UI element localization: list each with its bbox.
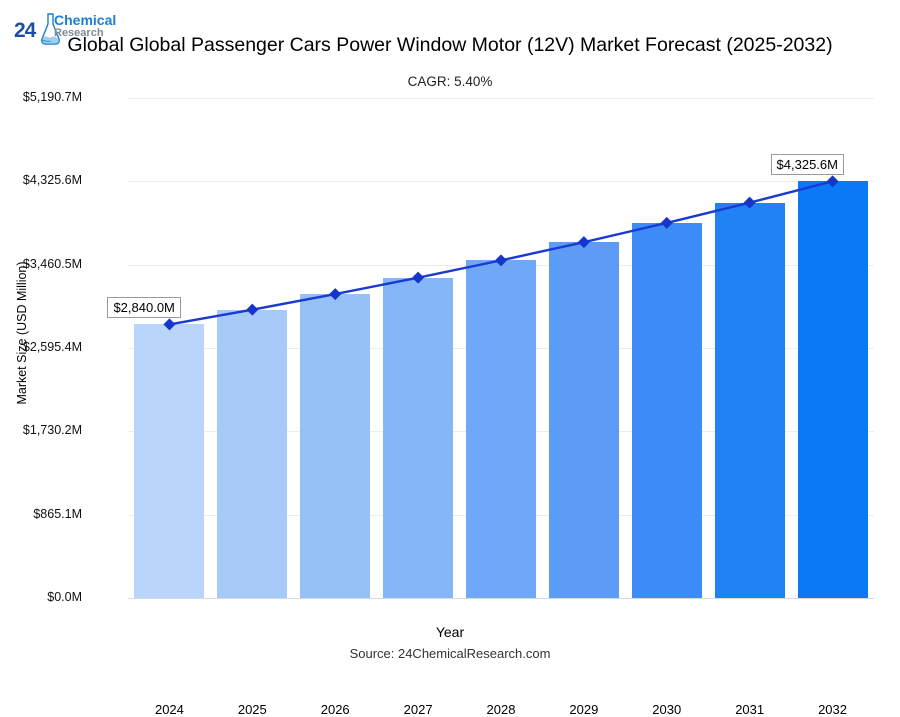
plot-area: $2,840.0M $4,325.6M $0.0M $865.1M $1,730.2M… — [23, 90, 874, 717]
x-axis-tick-label: 2029 — [569, 702, 599, 717]
source-caption: Source: 24ChemicalResearch.com — [349, 646, 551, 661]
cagr-annotation: CAGR: 5.40% — [407, 74, 493, 89]
trend-line-series — [163, 175, 839, 331]
bar[interactable] — [797, 181, 868, 598]
trend-line-path — [169, 180, 833, 326]
data-point-marker[interactable] — [577, 236, 590, 249]
data-point-marker[interactable] — [826, 175, 839, 188]
data-label: $4,325.6M — [770, 154, 844, 176]
bar[interactable] — [631, 222, 702, 598]
data-point-marker[interactable] — [495, 254, 507, 267]
y-axis-tick-label: $865.1M — [33, 506, 82, 521]
bar[interactable] — [714, 202, 785, 598]
x-axis-title: Year — [435, 624, 465, 640]
data-point-marker[interactable] — [660, 216, 673, 229]
logo-word-research: Research — [54, 27, 104, 39]
flask-icon — [40, 13, 60, 45]
x-axis-tick-label: 2024 — [154, 702, 184, 717]
data-point-marker[interactable] — [412, 271, 425, 284]
y-axis-tick-label: $1,730.2M — [22, 423, 82, 438]
x-axis-tick-label: 2026 — [320, 702, 350, 717]
y-axis-tick-label: $4,325.6M — [22, 173, 82, 188]
brand-logo: 24 Chemical Research — [14, 10, 126, 46]
x-axis-baseline — [128, 598, 874, 599]
bar[interactable] — [300, 294, 371, 598]
chart-canvas: 24 Chemical Research Global Global Passe… — [14, 10, 874, 717]
data-point-marker[interactable] — [246, 303, 259, 316]
y-axis-tick-label: $3,460.5M — [22, 256, 82, 271]
bar[interactable] — [217, 309, 288, 598]
x-axis-tick-label: 2025 — [237, 702, 267, 717]
x-axis-tick-label: 2030 — [652, 702, 682, 717]
x-axis-tick-label: 2032 — [818, 702, 847, 717]
data-point-marker[interactable] — [329, 288, 342, 301]
chart-title: Global Global Passenger Cars Power Windo… — [67, 34, 833, 56]
y-axis-tick-label: $5,190.7M — [22, 90, 82, 104]
y-axis-tick-label: $0.0M — [47, 590, 82, 604]
bar[interactable] — [466, 260, 536, 598]
logo-number: 24 — [14, 19, 36, 42]
x-axis-tick-label: 2031 — [735, 702, 765, 717]
bar[interactable] — [134, 324, 205, 598]
gridline — [128, 98, 874, 99]
data-point-marker[interactable] — [743, 196, 756, 209]
bar[interactable] — [383, 277, 454, 598]
data-point-marker[interactable] — [163, 318, 176, 331]
gridline — [128, 181, 874, 183]
logo-word-chemical: Chemical — [54, 12, 117, 28]
data-label: $2,840.0M — [107, 297, 181, 319]
y-axis-tick-label: $2,595.4M — [22, 339, 82, 354]
x-axis-tick-label: 2028 — [486, 702, 516, 717]
bar[interactable] — [548, 242, 619, 598]
x-axis-tick-label: 2027 — [403, 702, 433, 717]
